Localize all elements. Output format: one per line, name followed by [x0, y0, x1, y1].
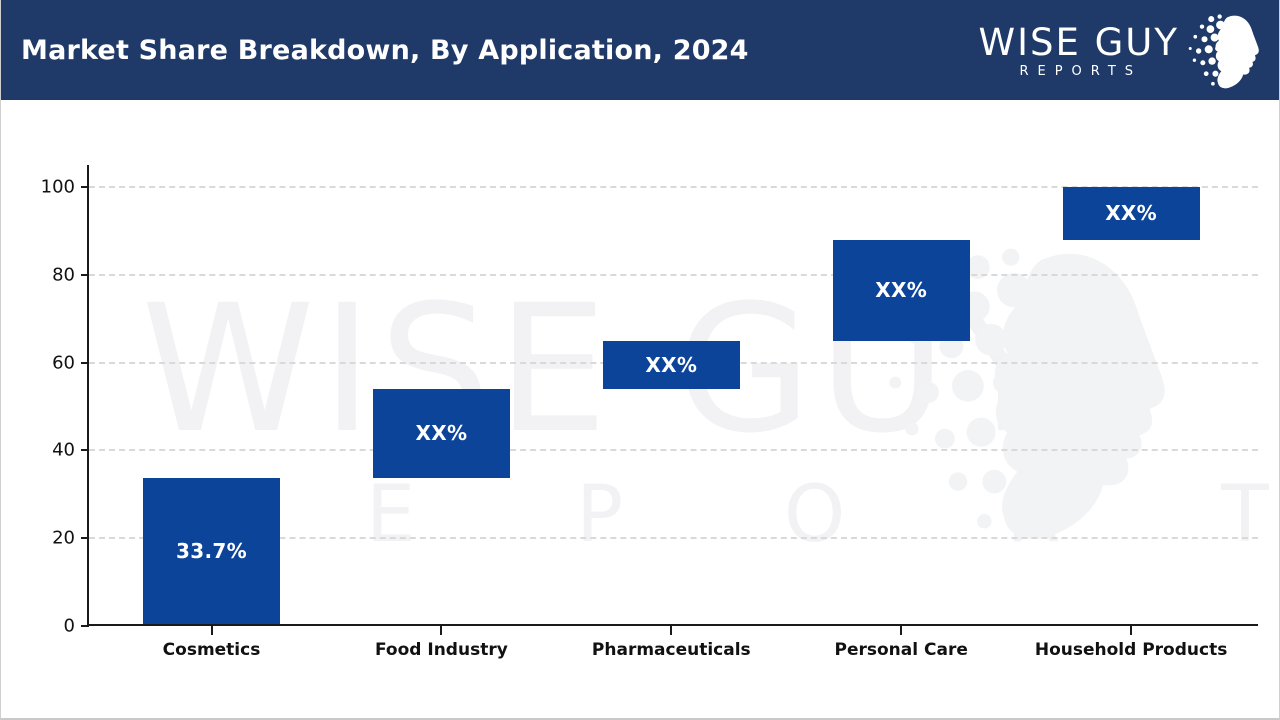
x-axis: [87, 624, 1258, 626]
y-tick-label-100: 100: [40, 176, 75, 198]
x-tick-1: [440, 626, 443, 635]
bar-cosmetics: 33.7%: [143, 478, 280, 624]
gridline-80: [89, 273, 1258, 276]
x-tick-label-2: Pharmaceuticals: [591, 640, 751, 660]
y-tick-label-80: 80: [52, 264, 75, 286]
bar-personal-care: XX%: [832, 239, 970, 341]
y-tick-40: [81, 449, 89, 452]
y-tick-label-40: 40: [52, 439, 75, 461]
brand-face-icon: [1188, 14, 1259, 89]
bar-value-label: XX%: [415, 421, 468, 446]
bar-value-label: XX%: [875, 278, 928, 303]
y-tick-60: [81, 361, 89, 364]
y-tick-0: [81, 625, 89, 627]
x-tick-2: [670, 626, 673, 635]
x-tick-label-0: Cosmetics: [162, 640, 261, 660]
y-axis: [87, 165, 89, 626]
x-tick-label-4: Household Products: [1034, 640, 1228, 660]
y-tick-20: [81, 537, 89, 540]
bar-value-label: XX%: [645, 352, 698, 377]
brand-subtitle: REPORTS: [1019, 63, 1143, 79]
y-tick-label-0: 0: [63, 615, 75, 637]
bar-value-label: 33.7%: [176, 539, 247, 563]
gridline-40: [89, 449, 1258, 452]
header: Market Share Breakdown, By Application, …: [1, 0, 1279, 100]
bar-value-label: XX%: [1105, 201, 1157, 226]
brand-logo: WISE GUY REPORTS: [979, 9, 1265, 93]
y-tick-label-60: 60: [52, 352, 75, 374]
x-tick-0: [210, 626, 213, 635]
gridline-20: [89, 537, 1258, 540]
y-tick-80: [81, 273, 89, 276]
gridline-100: [89, 185, 1258, 188]
x-tick-4: [1130, 626, 1133, 635]
x-tick-label-3: Personal Care: [834, 640, 968, 660]
brand-wordmark: WISE GUY REPORTS: [979, 24, 1179, 79]
y-tick-label-20: 20: [52, 527, 75, 549]
bar-pharmaceuticals: XX%: [602, 340, 740, 389]
y-tick-100: [81, 185, 89, 188]
x-tick-3: [900, 626, 903, 635]
page-title: Market Share Breakdown, By Application, …: [21, 34, 749, 66]
bar-food-industry: XX%: [372, 388, 510, 479]
x-tick-label-1: Food Industry: [375, 640, 508, 660]
brand-name: WISE GUY: [978, 20, 1179, 64]
bar-household-products: XX%: [1062, 186, 1200, 240]
